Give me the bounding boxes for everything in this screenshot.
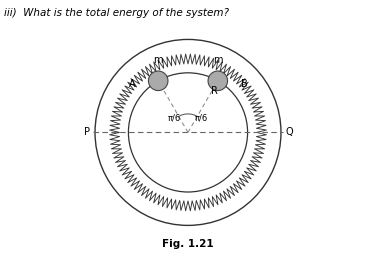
Text: B: B	[241, 79, 248, 89]
Text: Q: Q	[286, 127, 293, 138]
Text: R: R	[211, 86, 217, 96]
Text: A: A	[129, 79, 135, 89]
Text: m: m	[213, 55, 223, 65]
Circle shape	[208, 71, 227, 91]
Text: π/6: π/6	[195, 113, 208, 122]
Text: P: P	[84, 127, 90, 138]
Text: π/6: π/6	[168, 113, 181, 122]
Circle shape	[149, 71, 168, 91]
Text: Fig. 1.21: Fig. 1.21	[162, 239, 214, 249]
Text: m: m	[153, 55, 163, 65]
Text: iii)  What is the total energy of the system?: iii) What is the total energy of the sys…	[4, 8, 229, 18]
